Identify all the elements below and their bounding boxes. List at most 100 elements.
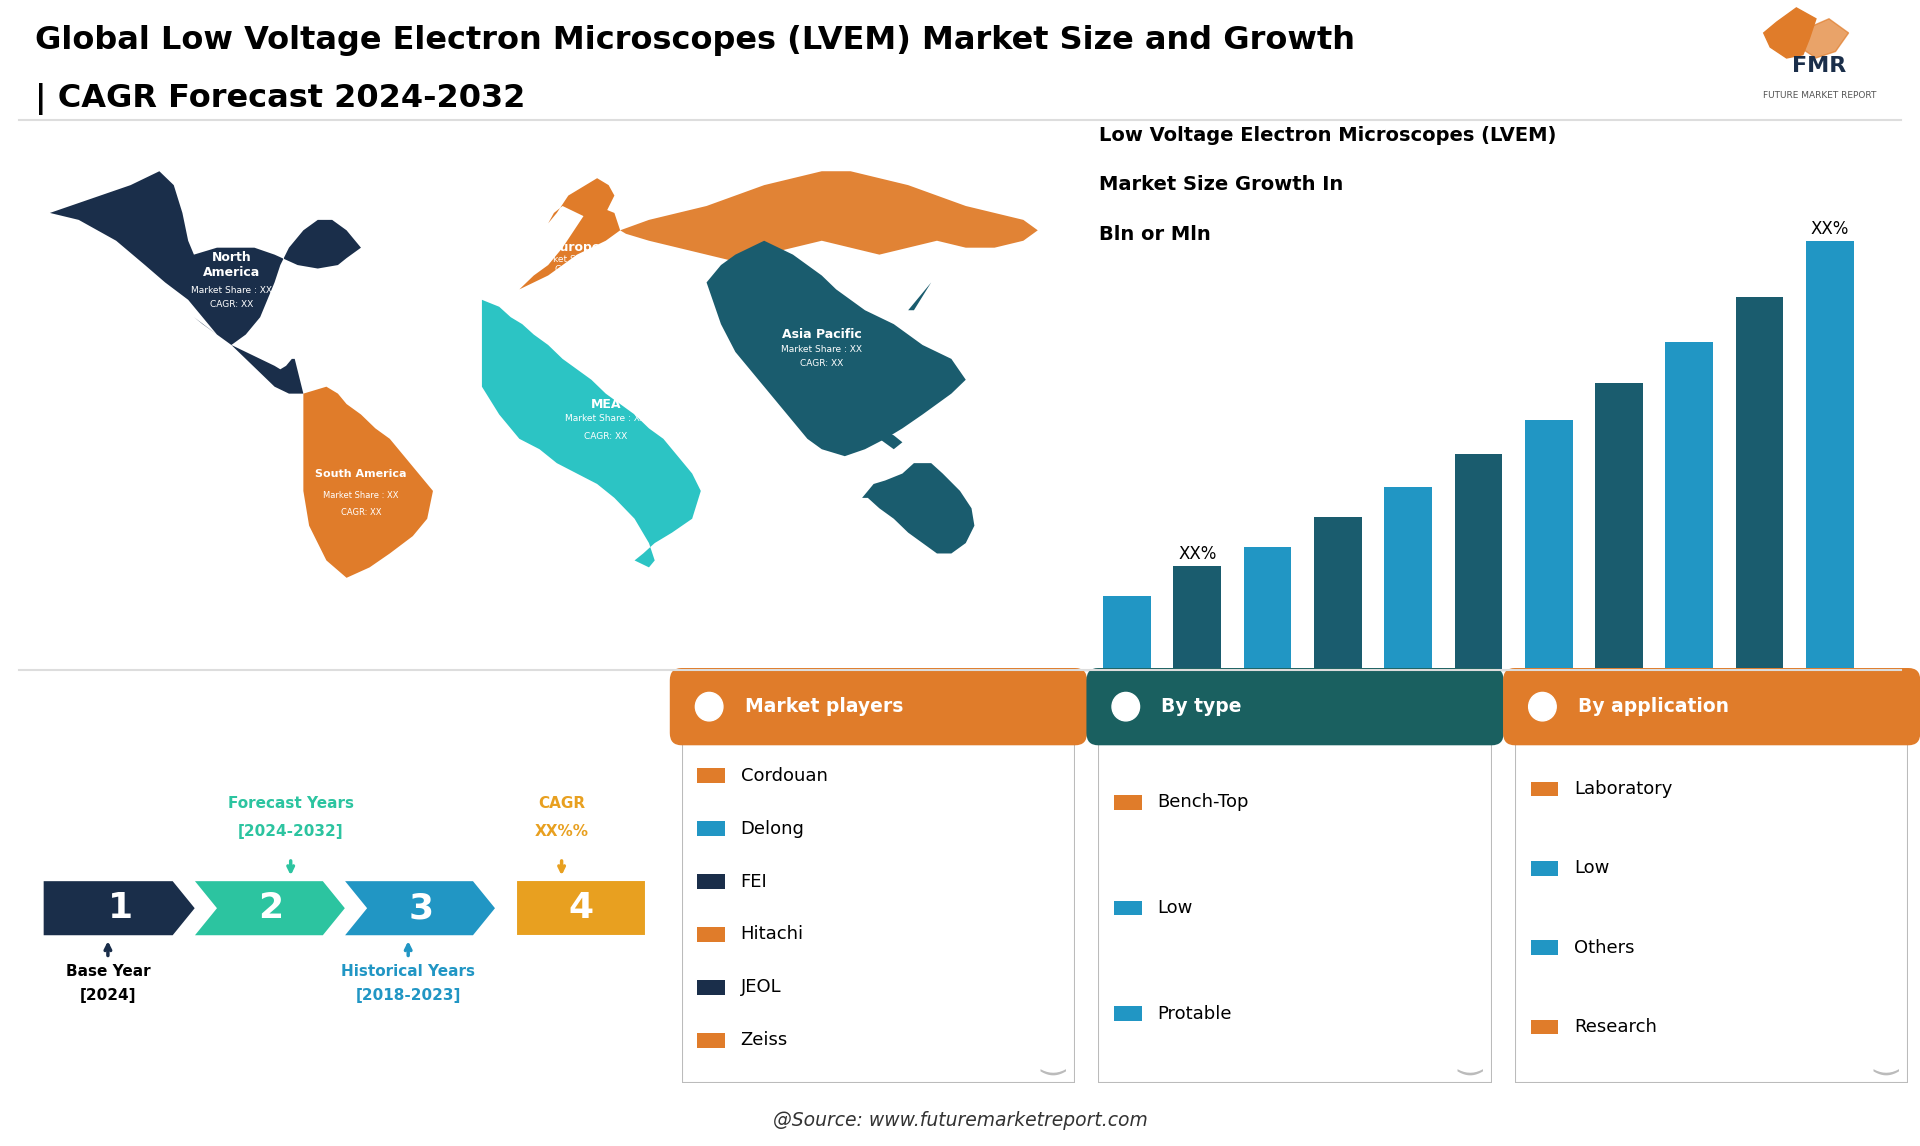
Text: CAGR: CAGR [538, 796, 586, 811]
Text: 2: 2 [259, 892, 284, 925]
Text: CAGR: XX: CAGR: XX [555, 265, 599, 274]
Text: Low: Low [1158, 898, 1192, 917]
Polygon shape [1764, 8, 1816, 58]
Text: FMR: FMR [1791, 56, 1847, 76]
Text: [2018-2023]: [2018-2023] [355, 989, 461, 1004]
Text: Asia Pacific: Asia Pacific [781, 328, 862, 342]
FancyBboxPatch shape [1114, 795, 1142, 809]
Text: Market Size Growth In: Market Size Growth In [1098, 175, 1344, 195]
FancyBboxPatch shape [1503, 668, 1920, 745]
Text: FUTURE MARKET REPORT: FUTURE MARKET REPORT [1763, 91, 1876, 100]
Bar [1736, 297, 1784, 670]
Polygon shape [482, 300, 701, 567]
Text: CAGR: XX: CAGR: XX [801, 359, 843, 368]
Text: Zeiss: Zeiss [741, 1031, 787, 1050]
Text: CAGR: XX: CAGR: XX [209, 300, 253, 308]
FancyBboxPatch shape [1087, 668, 1503, 745]
Circle shape [1112, 692, 1140, 721]
Text: [2024]: [2024] [79, 989, 136, 1004]
Text: Market Share : XX: Market Share : XX [536, 254, 618, 264]
Text: CAGR: XX: CAGR: XX [584, 432, 628, 441]
Text: Low Voltage Electron Microscopes (LVEM): Low Voltage Electron Microscopes (LVEM) [1098, 126, 1557, 144]
Text: Bench-Top: Bench-Top [1158, 793, 1248, 811]
FancyBboxPatch shape [697, 874, 726, 889]
Text: ): ) [1452, 1068, 1480, 1078]
Text: Delong: Delong [741, 819, 804, 838]
Text: South America: South America [315, 469, 407, 479]
Text: Bln or Mln: Bln or Mln [1098, 225, 1212, 244]
Text: Protable: Protable [1158, 1005, 1233, 1023]
Text: XX%: XX% [1811, 220, 1849, 238]
Text: Low: Low [1574, 860, 1609, 878]
FancyBboxPatch shape [1530, 941, 1559, 955]
Text: Historical Years: Historical Years [342, 965, 474, 980]
Polygon shape [707, 241, 966, 456]
Text: 4: 4 [568, 892, 593, 925]
FancyBboxPatch shape [1530, 861, 1559, 876]
Text: 1: 1 [108, 892, 134, 925]
Text: @Source: www.futuremarketreport.com: @Source: www.futuremarketreport.com [772, 1112, 1148, 1130]
Text: Market Share : XX: Market Share : XX [323, 490, 399, 500]
Text: Base Year: Base Year [65, 965, 150, 980]
Text: Global Low Voltage Electron Microscopes (LVEM) Market Size and Growth: Global Low Voltage Electron Microscopes … [35, 25, 1356, 56]
Polygon shape [908, 275, 937, 311]
FancyBboxPatch shape [682, 737, 1075, 1083]
Polygon shape [808, 415, 902, 449]
Text: Cordouan: Cordouan [741, 767, 828, 785]
Polygon shape [620, 171, 1039, 261]
Polygon shape [42, 880, 196, 936]
FancyBboxPatch shape [1530, 782, 1559, 796]
Text: JEOL: JEOL [741, 979, 781, 996]
FancyBboxPatch shape [697, 927, 726, 942]
Text: Europe: Europe [553, 241, 601, 254]
Bar [1455, 454, 1501, 670]
Polygon shape [192, 880, 346, 936]
Text: FEI: FEI [741, 872, 768, 890]
Polygon shape [516, 880, 647, 936]
Text: Others: Others [1574, 939, 1634, 957]
Bar [1596, 383, 1644, 670]
Text: Market Share : XX: Market Share : XX [564, 415, 647, 423]
Bar [1313, 517, 1361, 670]
Text: Market Share : XX: Market Share : XX [190, 285, 273, 295]
Text: [2024-2032]: [2024-2032] [238, 824, 344, 839]
FancyBboxPatch shape [1114, 1006, 1142, 1021]
Bar [1104, 596, 1150, 670]
Polygon shape [50, 171, 361, 345]
FancyBboxPatch shape [697, 769, 726, 783]
Text: | CAGR Forecast 2024-2032: | CAGR Forecast 2024-2032 [35, 83, 524, 115]
FancyBboxPatch shape [697, 980, 726, 995]
Text: 3: 3 [409, 892, 434, 925]
Text: North
America: North America [204, 251, 259, 280]
Text: MEA: MEA [591, 398, 620, 410]
Text: XX%: XX% [1179, 545, 1217, 563]
Text: ): ) [1868, 1068, 1897, 1078]
Bar [1173, 566, 1221, 670]
FancyBboxPatch shape [1530, 1020, 1559, 1035]
Polygon shape [303, 386, 434, 578]
Bar [1384, 487, 1432, 670]
Polygon shape [1797, 18, 1849, 58]
Bar [1665, 342, 1713, 670]
Text: ): ) [1035, 1068, 1064, 1078]
Circle shape [1528, 692, 1557, 721]
Text: XX%%: XX%% [534, 824, 589, 839]
Text: By application: By application [1578, 697, 1728, 716]
Text: CAGR: XX: CAGR: XX [340, 509, 382, 517]
Circle shape [695, 692, 724, 721]
Bar [1807, 241, 1853, 670]
Text: By type: By type [1162, 697, 1242, 716]
FancyBboxPatch shape [1098, 737, 1492, 1083]
Polygon shape [862, 463, 975, 554]
FancyBboxPatch shape [697, 822, 726, 837]
Polygon shape [505, 206, 620, 297]
Bar [1244, 547, 1292, 670]
FancyBboxPatch shape [697, 1033, 726, 1047]
Text: Hitachi: Hitachi [741, 926, 804, 943]
FancyBboxPatch shape [1515, 737, 1908, 1083]
Text: Research: Research [1574, 1018, 1657, 1036]
FancyBboxPatch shape [670, 668, 1087, 745]
FancyBboxPatch shape [1114, 901, 1142, 916]
Polygon shape [549, 178, 614, 223]
Text: Market players: Market players [745, 697, 902, 716]
